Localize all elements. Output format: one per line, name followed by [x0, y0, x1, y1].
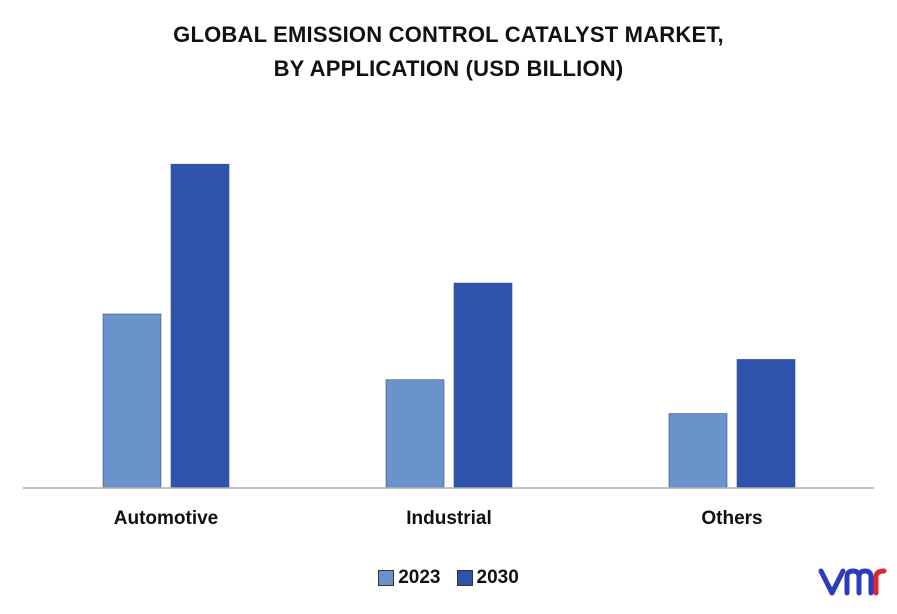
legend-swatch-2030 [456, 570, 473, 586]
bars-group [102, 163, 796, 489]
title-line-2: BY APPLICATION (USD BILLION) [273, 56, 624, 81]
legend-item-2030: 2030 [456, 567, 519, 589]
vmr-logo [818, 568, 887, 596]
legend-label-2023: 2023 [398, 567, 441, 588]
legend-swatch-2023 [378, 570, 395, 586]
x-tick-label-automotive: Automotive [114, 508, 219, 529]
title-line-1: GLOBAL EMISSION CONTROL CATALYST MARKET, [173, 22, 724, 47]
bar-industrial-2030 [453, 282, 513, 489]
legend-item-2023: 2023 [378, 567, 441, 589]
bar-industrial-2023 [385, 379, 445, 489]
chart-title: GLOBAL EMISSION CONTROL CATALYST MARKET,… [0, 18, 897, 86]
bar-automotive-2030 [170, 163, 230, 489]
x-tick-label-industrial: Industrial [406, 508, 492, 529]
x-tick-label-others: Others [701, 508, 762, 529]
legend-label-2030: 2030 [476, 567, 519, 588]
x-tick-labels: Automotive Industrial Others [114, 508, 763, 529]
bar-automotive-2023 [102, 313, 162, 489]
legend: 2023 2030 [0, 567, 897, 589]
bar-others-2023 [668, 413, 728, 489]
bar-others-2030 [736, 359, 796, 489]
